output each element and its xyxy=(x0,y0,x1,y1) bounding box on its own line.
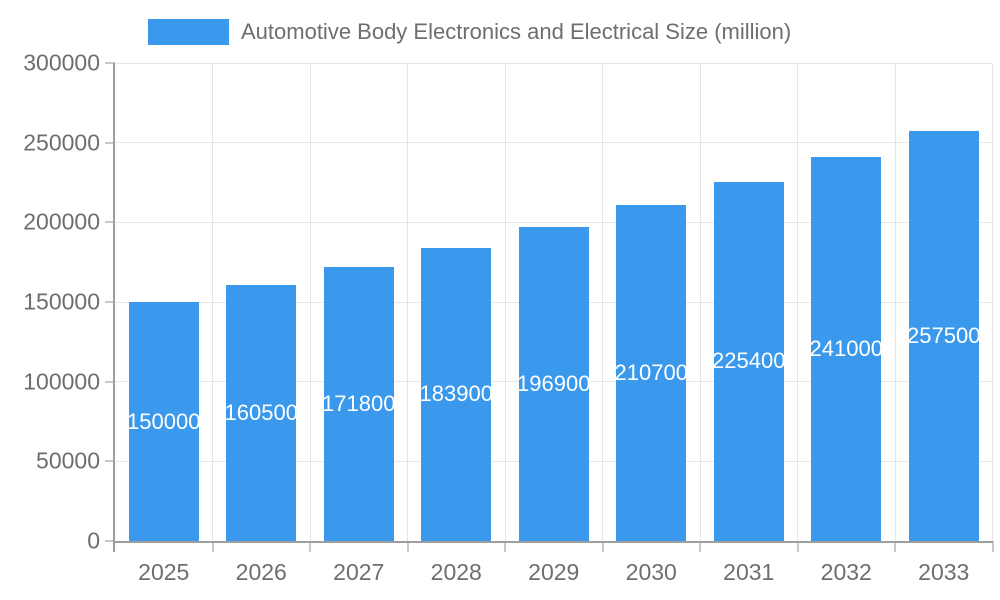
legend[interactable]: Automotive Body Electronics and Electric… xyxy=(148,19,791,45)
bar[interactable] xyxy=(811,157,882,541)
bar[interactable] xyxy=(908,130,979,541)
grid-line-horizontal xyxy=(115,221,993,223)
x-axis-label: 2027 xyxy=(333,559,385,585)
legend-swatch-icon xyxy=(148,19,229,45)
grid-line-vertical xyxy=(602,63,603,541)
x-axis-tick xyxy=(894,541,896,552)
bar[interactable] xyxy=(713,181,784,541)
x-axis-tick xyxy=(991,541,994,552)
x-axis-label: 2025 xyxy=(138,559,190,585)
y-axis-tick xyxy=(105,540,115,542)
bar-value-label: 160500 xyxy=(224,400,298,426)
bar-value-label: 196900 xyxy=(517,371,591,397)
x-axis-tick xyxy=(796,541,799,552)
grid-line-horizontal xyxy=(115,62,993,64)
y-axis-label: 150000 xyxy=(23,288,100,315)
bar[interactable] xyxy=(421,247,492,541)
bar[interactable] xyxy=(323,267,394,541)
grid-line-horizontal xyxy=(115,142,993,144)
x-axis-label: 2031 xyxy=(723,559,775,585)
bar[interactable] xyxy=(226,285,297,541)
y-axis-label: 200000 xyxy=(23,208,100,235)
bar-value-label: 210700 xyxy=(614,360,688,386)
x-axis-line xyxy=(113,541,993,543)
y-axis-tick xyxy=(105,62,115,64)
y-axis-tick xyxy=(105,460,115,463)
y-axis-label: 100000 xyxy=(23,368,100,395)
bar-value-label: 257500 xyxy=(907,322,981,348)
y-axis-tick xyxy=(105,380,115,383)
y-axis-tick xyxy=(105,141,115,144)
x-axis-tick xyxy=(406,541,409,552)
x-axis-tick xyxy=(504,541,506,552)
y-axis-tick xyxy=(105,301,115,303)
bar-value-label: 171800 xyxy=(322,391,396,417)
grid-line-vertical xyxy=(504,63,506,541)
y-axis-label: 250000 xyxy=(23,129,100,156)
grid-line-vertical xyxy=(699,63,701,541)
bar-value-label: 225400 xyxy=(712,348,786,374)
x-axis-tick xyxy=(211,541,214,552)
bar-value-label: 183900 xyxy=(419,381,493,407)
x-axis-label: 2032 xyxy=(820,559,872,585)
grid-line-vertical xyxy=(212,63,213,541)
x-axis-tick xyxy=(699,541,701,552)
x-axis-tick xyxy=(601,541,604,552)
bar[interactable] xyxy=(616,205,687,541)
x-axis-label: 2029 xyxy=(528,559,580,585)
grid-line-vertical xyxy=(992,63,993,541)
grid-line-vertical xyxy=(797,63,798,541)
bar-value-label: 241000 xyxy=(809,336,883,361)
grid-line-vertical xyxy=(309,63,311,541)
bar-value-label: 150000 xyxy=(127,408,201,434)
y-axis-tick xyxy=(105,221,115,224)
y-axis-label: 0 xyxy=(87,527,100,554)
x-axis-tick xyxy=(309,541,311,552)
grid-line-vertical xyxy=(407,63,408,541)
bar[interactable] xyxy=(518,227,589,541)
grid-line-vertical xyxy=(894,63,896,541)
y-axis-label: 50000 xyxy=(36,447,100,474)
x-axis-label: 2030 xyxy=(625,559,677,585)
y-axis-line xyxy=(113,63,115,552)
x-axis-label: 2033 xyxy=(918,559,970,585)
x-axis-label: 2028 xyxy=(430,559,482,585)
bar[interactable] xyxy=(128,302,199,541)
legend-label: Automotive Body Electronics and Electric… xyxy=(241,19,792,44)
y-axis-label: 300000 xyxy=(23,49,100,76)
x-axis-label: 2026 xyxy=(235,559,287,585)
